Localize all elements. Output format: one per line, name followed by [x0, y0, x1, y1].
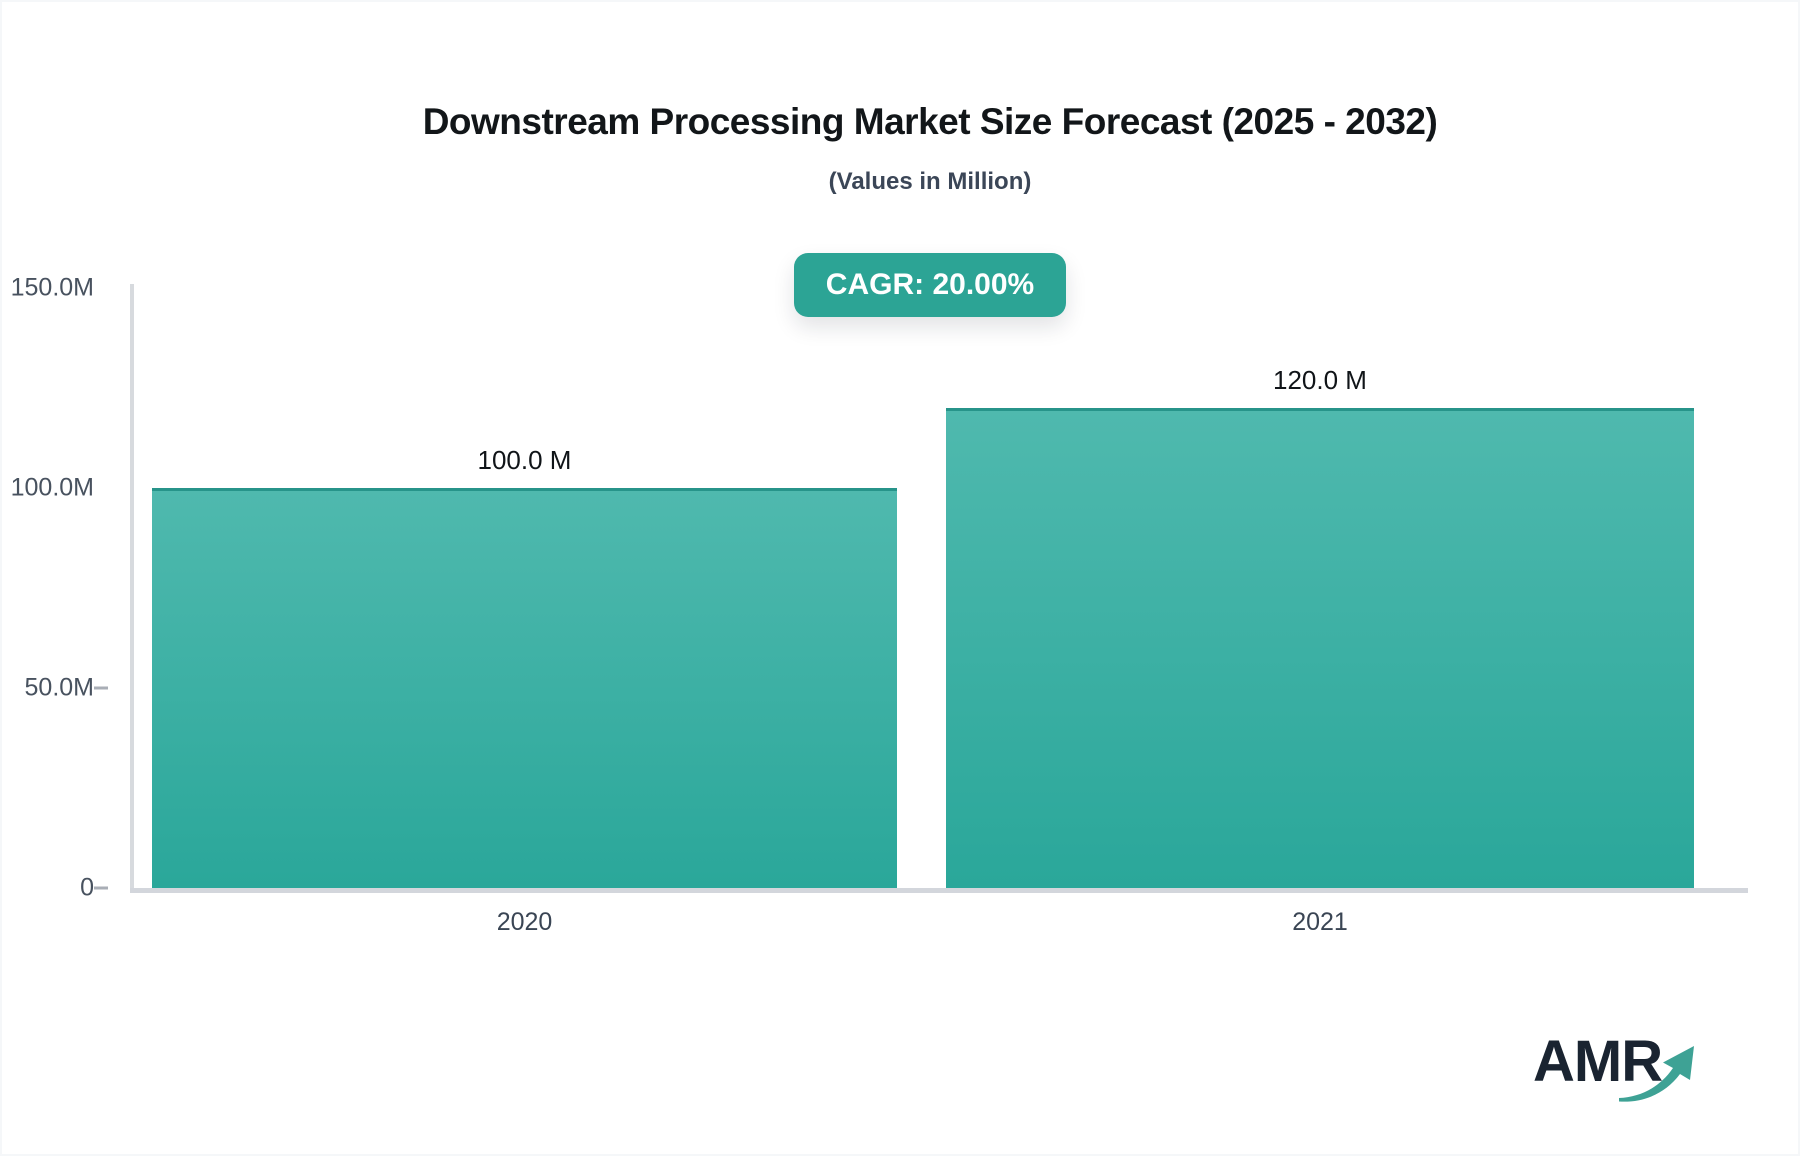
bar-value-label: 120.0 M — [1273, 365, 1367, 395]
y-tick-label-50m: 50.0M — [24, 673, 94, 702]
x-axis-line — [130, 888, 1748, 893]
trend-arrow-icon — [1619, 1046, 1694, 1102]
bar-group-2021: 120.0 M 2021 — [946, 288, 1694, 936]
amr-logo-text: AMR — [1533, 1029, 1663, 1094]
y-tick-mark-50m — [94, 686, 108, 690]
cagr-badge: CAGR: 20.00% — [793, 253, 1067, 317]
cagr-badge-row: CAGR: 20.00% — [115, 253, 1745, 317]
x-axis-label-2020: 2020 — [496, 908, 553, 936]
y-tick-label-100m: 100.0M — [10, 473, 94, 502]
y-tick-label-150m: 150.0M — [10, 273, 94, 302]
bar-value-label: 100.0 M — [477, 445, 572, 476]
plot-area: 150.0M 100.0M 50.0M 0 100.0 M 2020 120.0… — [11, 274, 1748, 936]
bar-2021 — [946, 408, 1694, 888]
y-axis-line — [130, 284, 134, 888]
amr-logo: AMR — [1533, 1029, 1723, 1104]
bar-group-2020: 100.0 M 2020 — [152, 288, 897, 936]
y-tick-label-0: 0 — [80, 873, 94, 902]
x-axis-label-2021: 2021 — [1292, 908, 1348, 936]
chart-title: Downstream Processing Market Size Foreca… — [422, 101, 1438, 142]
bar-2020 — [152, 488, 897, 888]
y-tick-mark-0 — [94, 886, 108, 890]
chart-subtitle: (Values in Million) — [828, 168, 1032, 195]
